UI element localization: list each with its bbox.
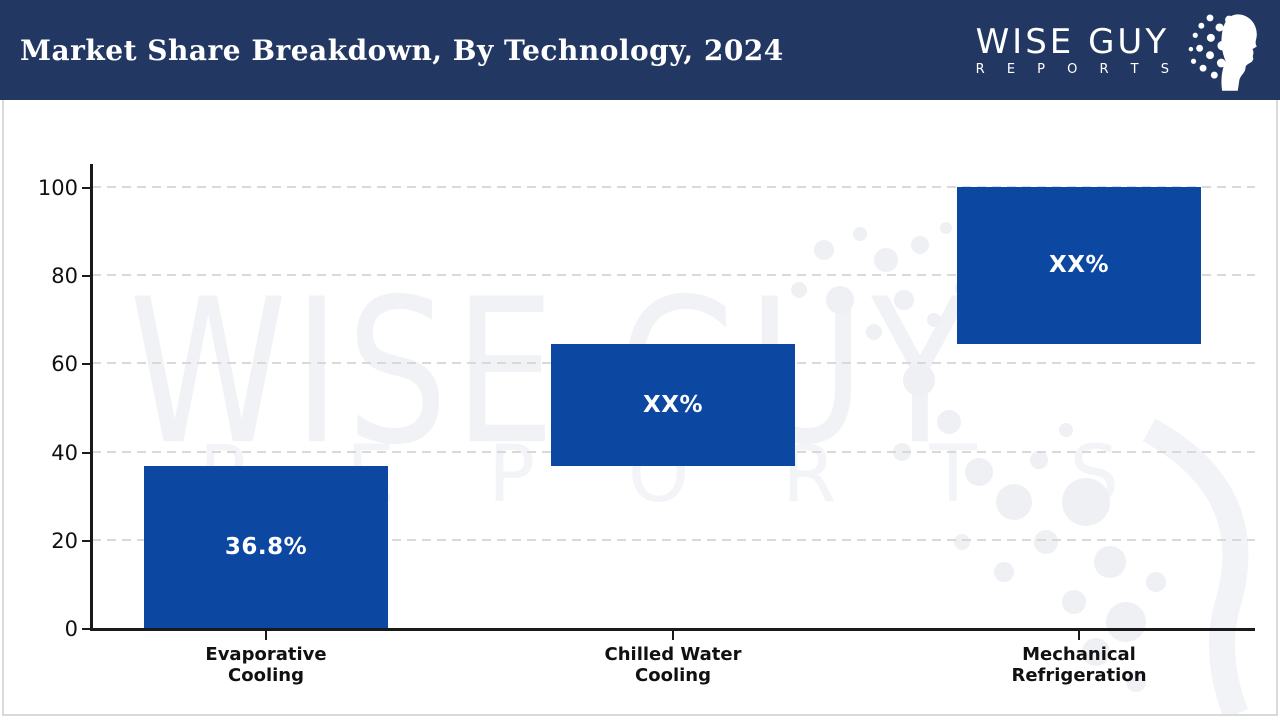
wiseguy-logo: WISE GUY R E P O R T S (967, 0, 1262, 100)
bar: XX% (957, 187, 1201, 344)
x-tick (1078, 631, 1080, 640)
y-tick-label: 80 (51, 264, 78, 289)
x-tick-label: Mechanical Refrigeration (1011, 644, 1147, 686)
y-tick-label: 40 (51, 440, 78, 465)
y-tick-label: 0 (64, 617, 78, 641)
y-tick (82, 628, 90, 630)
y-tick-label: 100 (37, 176, 78, 200)
y-tick (82, 275, 90, 278)
x-axis-line (90, 628, 1255, 631)
bar: XX% (551, 343, 795, 466)
y-tick (82, 187, 90, 189)
y-tick (82, 363, 90, 366)
y-tick-label: 20 (51, 528, 78, 553)
bar-value-label: 36.8% (224, 533, 308, 560)
bar-value-label: XX% (642, 391, 703, 418)
logo-subtitle: R E P O R T S (975, 61, 1178, 77)
bar: 36.8% (144, 465, 388, 628)
header-bar: Market Share Breakdown, By Technology, 2… (0, 0, 1280, 100)
gridline (92, 538, 1255, 541)
bar-value-label: XX% (1048, 252, 1109, 279)
face-dots-icon (1188, 14, 1257, 91)
gridline (92, 274, 1255, 277)
x-tick (672, 631, 674, 640)
y-axis-line (90, 164, 93, 631)
chart-area: WISE GUY R E P O R T S 36.8% XX% XX% 0 20 40 6… (2, 100, 1278, 716)
gridline (92, 186, 1255, 188)
logo-wordmark: WISE GUY (975, 21, 1170, 62)
x-tick (265, 631, 267, 640)
chart-title: Market Share Breakdown, By Technology, 2… (20, 33, 784, 67)
y-tick-label: 60 (51, 352, 78, 377)
wiseguy-logo-text: WISE GUY R E P O R T S (967, 24, 1178, 77)
x-tick-label: Evaporative Cooling (205, 644, 327, 686)
y-tick (82, 451, 90, 454)
y-tick (82, 539, 90, 542)
x-tick-label: Chilled Water Cooling (604, 644, 742, 686)
